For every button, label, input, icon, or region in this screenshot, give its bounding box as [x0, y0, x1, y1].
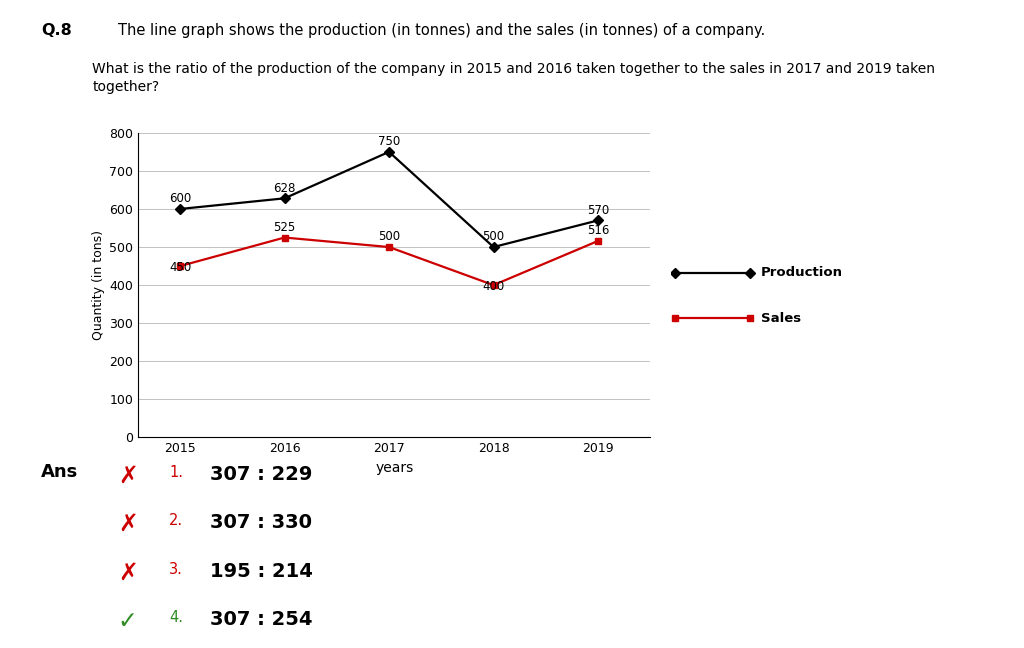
Text: The line graph shows the production (in tonnes) and the sales (in tonnes) of a c: The line graph shows the production (in … [118, 23, 765, 38]
Text: ✗: ✗ [118, 512, 137, 536]
X-axis label: years: years [375, 461, 414, 475]
Text: 525: 525 [273, 221, 296, 234]
Text: 500: 500 [378, 230, 400, 243]
Text: Sales: Sales [761, 312, 801, 325]
Text: 570: 570 [587, 203, 609, 216]
Text: 307 : 229: 307 : 229 [210, 465, 312, 483]
Text: ✓: ✓ [118, 609, 137, 633]
Text: 450: 450 [169, 260, 191, 273]
Text: 1.: 1. [169, 465, 183, 480]
Text: Production: Production [761, 266, 843, 279]
Text: 307 : 254: 307 : 254 [210, 610, 312, 629]
Text: What is the ratio of the production of the company in 2015 and 2016 taken togeth: What is the ratio of the production of t… [92, 62, 935, 94]
Text: 600: 600 [169, 192, 191, 205]
Text: 400: 400 [482, 280, 505, 293]
Text: Q.8: Q.8 [41, 23, 72, 38]
Text: 750: 750 [378, 135, 400, 148]
Text: Ans: Ans [41, 463, 78, 481]
Text: ✗: ✗ [118, 561, 137, 584]
Text: 307 : 330: 307 : 330 [210, 513, 312, 532]
Text: 2.: 2. [169, 513, 183, 528]
Text: 195 : 214: 195 : 214 [210, 562, 312, 581]
Y-axis label: Quantity (in tons): Quantity (in tons) [92, 230, 105, 340]
Text: ✗: ✗ [118, 463, 137, 487]
Text: 628: 628 [273, 181, 296, 194]
Text: 516: 516 [587, 224, 609, 237]
Text: 3.: 3. [169, 562, 183, 577]
Text: 4.: 4. [169, 610, 183, 625]
Text: 500: 500 [482, 230, 505, 243]
